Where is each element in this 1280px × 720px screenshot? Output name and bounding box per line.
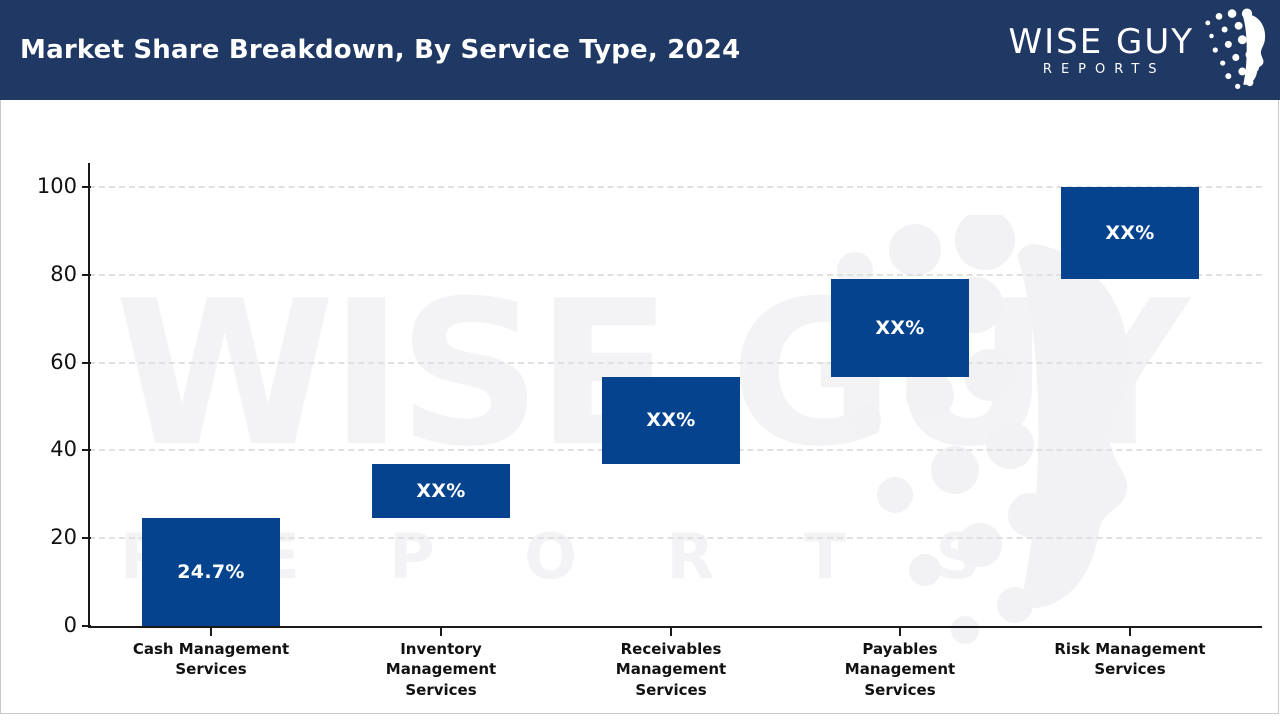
bar-value-label: 24.7% bbox=[177, 560, 245, 583]
bar-0: 24.7% bbox=[142, 517, 280, 626]
gridline-80 bbox=[89, 273, 1262, 276]
x-axis-line bbox=[88, 626, 1262, 628]
bar-3: XX% bbox=[831, 279, 969, 377]
x-tick-3 bbox=[899, 628, 901, 636]
y-tick-0 bbox=[82, 625, 91, 627]
y-tick-60 bbox=[82, 361, 91, 364]
logo-subtitle: REPORTS bbox=[1042, 61, 1166, 77]
y-tick-label-80: 80 bbox=[50, 261, 77, 286]
gridline-100 bbox=[89, 186, 1262, 188]
bar-value-label: XX% bbox=[416, 479, 466, 502]
wiseguy-logo-face-icon bbox=[1205, 8, 1266, 90]
y-tick-label-20: 20 bbox=[50, 525, 77, 550]
bar-value-label: XX% bbox=[646, 409, 696, 432]
x-category-label-1: Inventory Management Services bbox=[385, 640, 497, 699]
x-tick-1 bbox=[440, 628, 442, 636]
x-tick-4 bbox=[1129, 628, 1131, 636]
page-title: Market Share Breakdown, By Service Type,… bbox=[20, 35, 741, 65]
bar-4: XX% bbox=[1061, 187, 1199, 280]
x-tick-0 bbox=[210, 628, 212, 636]
gridline-60 bbox=[89, 361, 1262, 364]
x-category-label-3: Payables Management Services bbox=[844, 640, 956, 699]
bar-2: XX% bbox=[602, 376, 740, 464]
y-axis-line bbox=[88, 163, 90, 628]
header-banner: Market Share Breakdown, By Service Type,… bbox=[0, 0, 1280, 100]
y-tick-label-100: 100 bbox=[36, 174, 77, 198]
x-category-label-0: Cash Management Services bbox=[132, 640, 290, 679]
y-tick-80 bbox=[82, 273, 91, 276]
y-tick-label-60: 60 bbox=[50, 349, 77, 374]
wiseguy-logo-text: WISE GUY REPORTS bbox=[1008, 25, 1194, 76]
bar-value-label: XX% bbox=[1105, 222, 1155, 245]
y-tick-100 bbox=[82, 186, 91, 188]
x-category-label-2: Receivables Management Services bbox=[615, 640, 727, 699]
bar-value-label: XX% bbox=[875, 316, 925, 339]
gridline-20 bbox=[89, 537, 1262, 540]
x-category-label-4: Risk Management Services bbox=[1054, 640, 1206, 679]
y-tick-40 bbox=[82, 449, 91, 452]
y-tick-label-40: 40 bbox=[50, 437, 77, 462]
wiseguy-logo: WISE GUY REPORTS bbox=[1008, 0, 1270, 100]
x-tick-2 bbox=[670, 628, 672, 636]
y-tick-20 bbox=[82, 537, 91, 540]
bar-1: XX% bbox=[372, 463, 510, 518]
logo-wordmark: WISE GUY bbox=[1008, 21, 1194, 62]
y-tick-label-0: 0 bbox=[63, 613, 77, 637]
